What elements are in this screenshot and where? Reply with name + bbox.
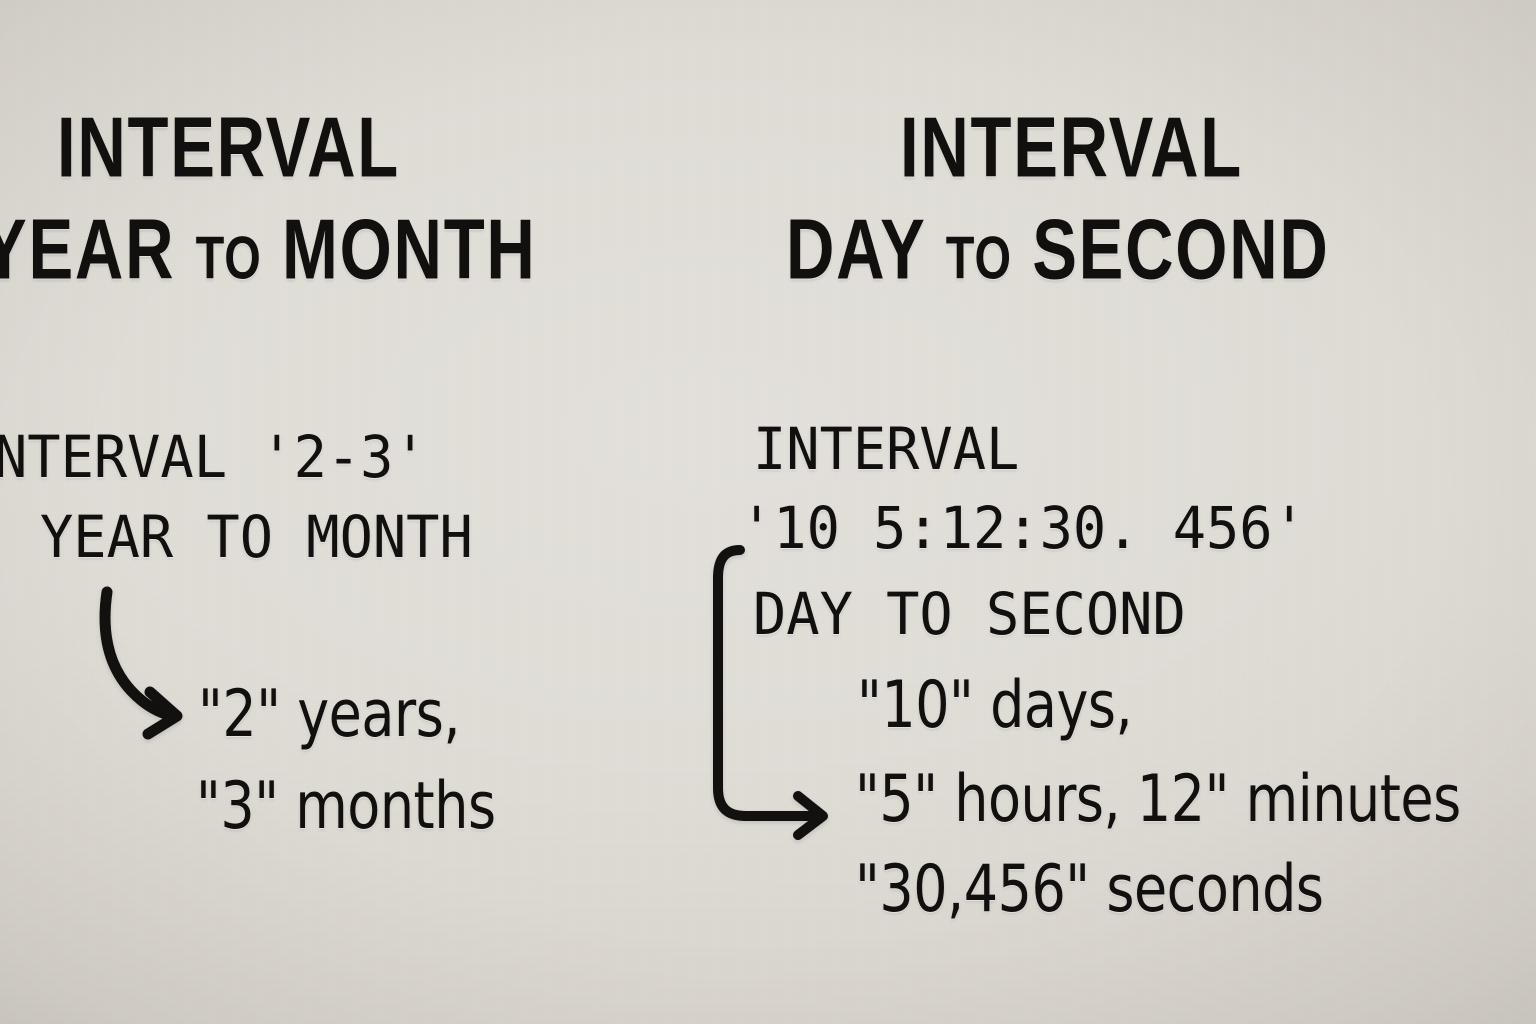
left-result-line-1: "2" years, <box>198 675 461 752</box>
right-result-line-2: "5" hours, 12" minutes <box>855 760 1461 837</box>
right-code-line2: '10 5:12:30. 456' <box>740 494 1306 563</box>
left-title-line2-pre: YEAR <box>0 200 196 298</box>
right-result-line-1: "10" days, <box>857 666 1133 743</box>
right-code-line3: DAY TO SECOND <box>753 580 1186 649</box>
right-title-line2: DAY TO SECOND <box>786 206 1330 292</box>
left-code-line2: YEAR TO MONTH <box>40 503 473 572</box>
left-result-line-2: "3" months <box>196 767 496 844</box>
right-code-line1: INTERVAL <box>753 415 1020 484</box>
right-result-line-3: "30,456" seconds <box>855 850 1324 927</box>
left-title-line2-to: TO <box>195 224 262 292</box>
right-title-line2-to: TO <box>945 224 1012 292</box>
left-code-line1: NTERVAL '2-3' <box>0 423 427 492</box>
right-title-line2-post: SECOND <box>1011 200 1330 298</box>
left-title-line1: INTERVAL <box>57 98 400 196</box>
right-title-line1: INTERVAL <box>900 98 1243 196</box>
right-title-line2-pre: DAY <box>786 200 946 298</box>
left-title-line2-post: MONTH <box>261 200 537 298</box>
left-title-line2: YEAR TO MONTH <box>0 206 537 292</box>
